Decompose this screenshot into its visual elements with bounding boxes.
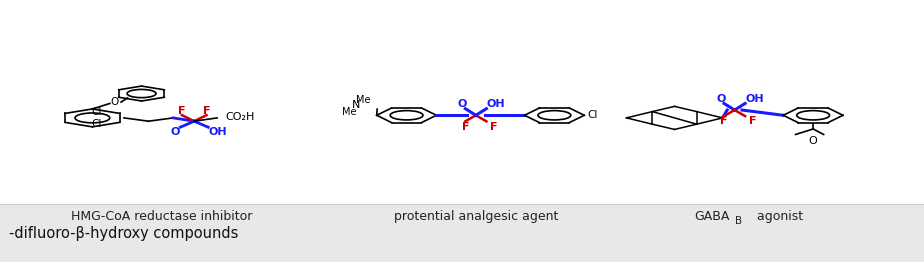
- Text: O: O: [171, 127, 180, 137]
- Text: CO₂H: CO₂H: [225, 112, 255, 122]
- Text: Cl: Cl: [91, 107, 102, 117]
- Text: GABA: GABA: [695, 210, 730, 223]
- Text: Cl: Cl: [588, 110, 598, 120]
- Text: F: F: [462, 122, 469, 132]
- Text: F: F: [748, 116, 756, 126]
- Text: -difluoro-β-hydroxy compounds: -difluoro-β-hydroxy compounds: [9, 226, 238, 241]
- Text: N: N: [352, 100, 360, 110]
- Text: F: F: [178, 106, 186, 116]
- Bar: [0, 204, 924, 262]
- Text: O: O: [111, 97, 118, 107]
- Text: Cl: Cl: [91, 119, 102, 129]
- Text: OH: OH: [486, 99, 505, 109]
- Text: O: O: [717, 94, 726, 104]
- Text: OH: OH: [208, 127, 226, 137]
- Text: F: F: [490, 122, 497, 132]
- Text: HMG-CoA reductase inhibitor: HMG-CoA reductase inhibitor: [71, 210, 252, 223]
- Text: B: B: [735, 216, 742, 226]
- Text: OH: OH: [745, 94, 763, 104]
- Text: Me: Me: [342, 107, 357, 117]
- Text: Me: Me: [356, 95, 371, 105]
- Text: O: O: [808, 136, 818, 146]
- Text: F: F: [202, 106, 211, 116]
- Text: F: F: [721, 116, 728, 126]
- Text: agonist: agonist: [753, 210, 803, 223]
- Text: protential analgesic agent: protential analgesic agent: [394, 210, 558, 223]
- Text: O: O: [458, 99, 468, 109]
